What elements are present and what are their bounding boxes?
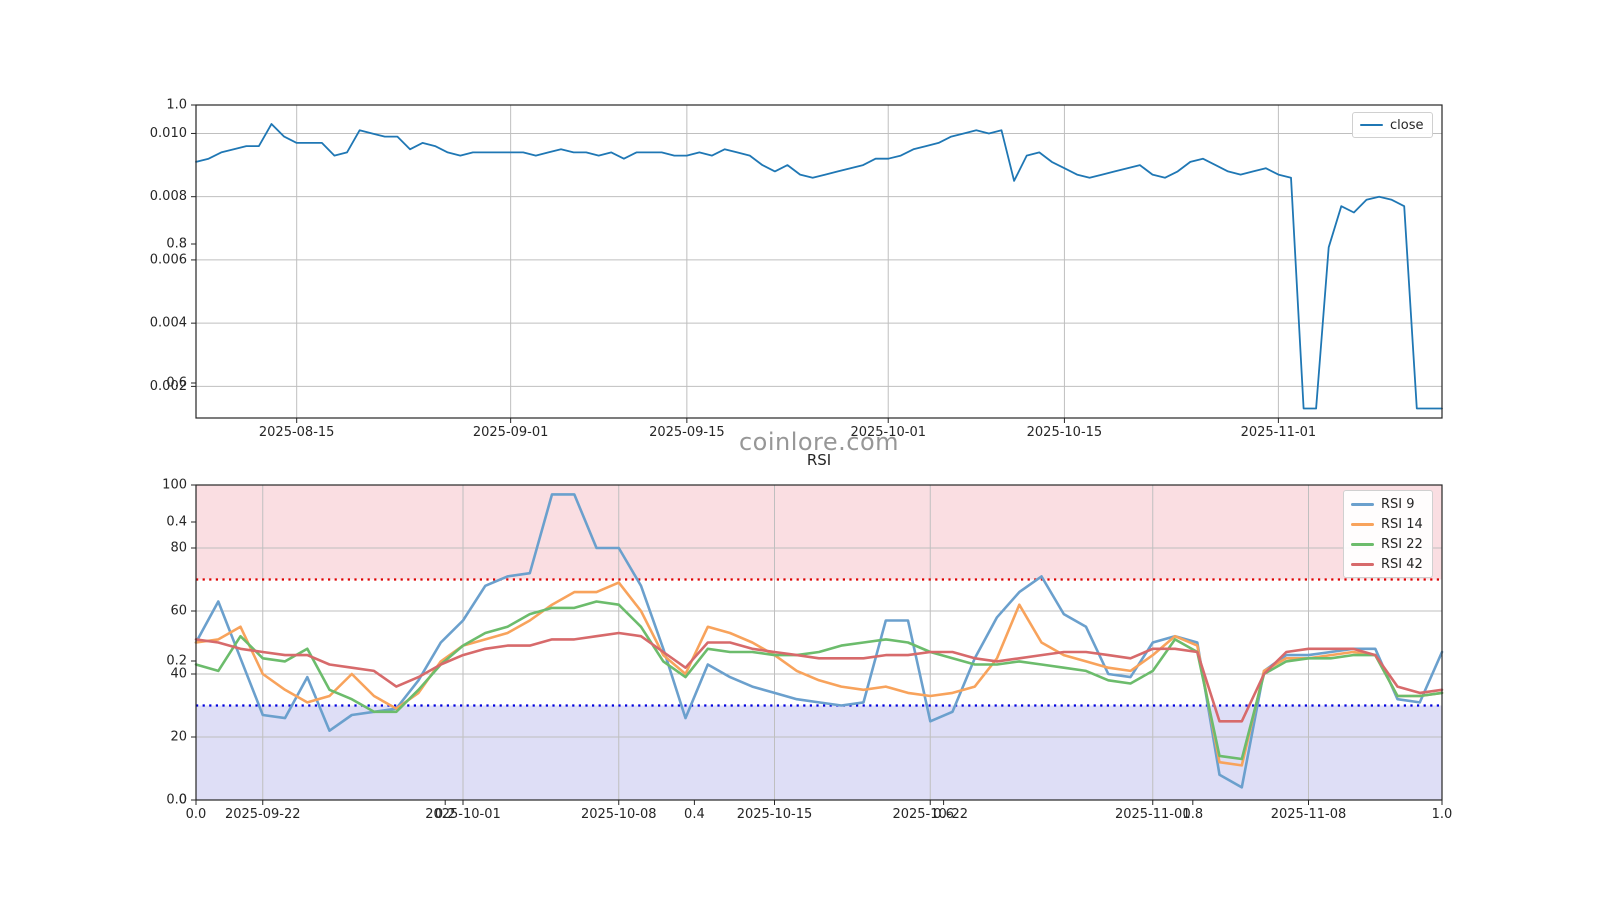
x-tick-label: 2025-10-15 <box>737 807 813 822</box>
watermark: coinlore.com <box>738 428 900 456</box>
x-tick-label: 2025-10-22 <box>892 807 968 822</box>
x-tick-label: 2025-11-08 <box>1271 807 1347 822</box>
y-tick-label: 60 <box>170 604 187 619</box>
legend-item-rsi14: RSI 14 <box>1351 514 1423 534</box>
rsi42-line-swatch <box>1351 562 1374 566</box>
overlay-x-tick-label: 0.2 <box>435 807 456 822</box>
x-tick-label: 2025-11-01 <box>1115 807 1191 822</box>
overlay-x-tick-label: 1.0 <box>1432 807 1453 822</box>
rsi9-line-swatch <box>1351 502 1374 506</box>
x-tick-label: 2025-10-08 <box>581 807 657 822</box>
series-line-rsi-22 <box>194 600 1444 761</box>
x-tick-label: 2025-09-22 <box>225 807 301 822</box>
series-line-rsi-9 <box>194 493 1444 789</box>
rsi14-line-swatch <box>1351 522 1374 526</box>
y-tick-label: 0.010 <box>150 126 187 141</box>
x-tick-label: 2025-09-15 <box>649 425 725 440</box>
y-tick-label: 100 <box>162 478 187 493</box>
overlay-y-tick-label: 0.0 <box>166 793 187 808</box>
overlay-y-tick-label: 0.4 <box>166 515 187 530</box>
legend-item-rsi9: RSI 9 <box>1351 494 1423 514</box>
x-tick-label: 2025-10-15 <box>1027 425 1103 440</box>
y-tick-label: 0 <box>179 793 187 808</box>
overlay-y-tick-label: 0.8 <box>166 237 187 252</box>
legend-item-rsi22: RSI 22 <box>1351 534 1423 554</box>
series-line-rsi-42 <box>194 631 1444 723</box>
close-line-swatch <box>1360 124 1383 126</box>
y-tick-label: 20 <box>170 730 187 745</box>
x-tick-label: 2025-11-01 <box>1241 425 1317 440</box>
overlay-y-tick-label: 0.2 <box>166 654 187 669</box>
legend-label-rsi9: RSI 9 <box>1381 496 1415 512</box>
legend-label-rsi42: RSI 42 <box>1381 556 1423 572</box>
x-tick-label: 2025-08-15 <box>259 425 335 440</box>
series-line-close <box>195 123 1443 410</box>
y-tick-label: 0.006 <box>150 252 187 267</box>
legend-item-close: close <box>1360 116 1423 134</box>
overlay-y-tick-label: 1.0 <box>166 98 187 113</box>
y-tick-label: 40 <box>170 667 187 682</box>
legend-item-rsi42: RSI 42 <box>1351 554 1423 574</box>
legend-label-rsi14: RSI 14 <box>1381 516 1423 532</box>
threshold-band <box>196 485 1442 580</box>
y-tick-label: 0.004 <box>150 316 187 331</box>
x-tick-label: 2025-10-01 <box>425 807 501 822</box>
x-tick-label: 2025-09-01 <box>473 425 549 440</box>
overlay-x-tick-label: 0.0 <box>186 807 207 822</box>
rsi-legend: RSI 9 RSI 14 RSI 22 RSI 42 <box>1343 490 1433 578</box>
axes-frame <box>195 484 1443 801</box>
legend-label-rsi22: RSI 22 <box>1381 536 1423 552</box>
y-tick-label: 0.002 <box>150 379 187 394</box>
legend-label-close: close <box>1390 117 1424 133</box>
overlay-y-tick-label: 0.6 <box>166 376 187 391</box>
price-legend: close <box>1352 112 1434 138</box>
x-tick-label: 2025-10-01 <box>850 425 926 440</box>
axes-frame <box>195 104 1443 419</box>
overlay-x-tick-label: 0.4 <box>684 807 705 822</box>
y-tick-label: 0.008 <box>150 189 187 204</box>
overlay-x-tick-label: 0.8 <box>1182 807 1203 822</box>
overlay-x-tick-label: 0.6 <box>933 807 954 822</box>
rsi-chart-title: RSI <box>806 451 832 469</box>
y-tick-label: 80 <box>170 541 187 556</box>
rsi22-line-swatch <box>1351 542 1374 546</box>
